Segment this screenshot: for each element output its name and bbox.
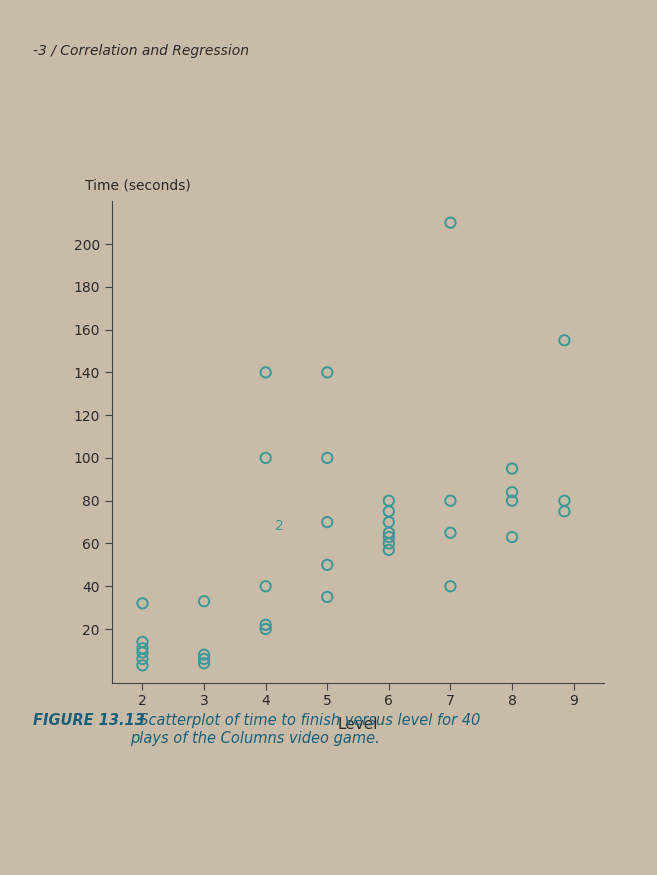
Text: Scatterplot of time to finish versus level for 40
plays of the Columns video gam: Scatterplot of time to finish versus lev…: [130, 713, 480, 746]
Point: [260, 451, 271, 465]
Point: [445, 215, 456, 229]
Point: [322, 515, 332, 529]
Point: [322, 451, 332, 465]
Point: [559, 504, 570, 518]
Point: [507, 530, 517, 544]
Point: [559, 333, 570, 347]
Point: [507, 493, 517, 507]
Point: [137, 641, 148, 655]
Point: [445, 526, 456, 540]
Point: [260, 622, 271, 636]
Point: [199, 656, 210, 670]
Point: [384, 526, 394, 540]
Point: [507, 485, 517, 499]
Point: [260, 579, 271, 593]
Text: -3 / Correlation and Regression: -3 / Correlation and Regression: [33, 44, 249, 58]
Point: [322, 366, 332, 380]
Point: [322, 558, 332, 572]
Point: [199, 648, 210, 662]
Point: [137, 635, 148, 649]
Point: [384, 504, 394, 518]
Point: [199, 594, 210, 608]
Point: [260, 366, 271, 380]
Point: [137, 658, 148, 672]
Point: [260, 618, 271, 632]
Point: [384, 515, 394, 529]
Text: Time (seconds): Time (seconds): [85, 178, 191, 192]
Point: [507, 462, 517, 476]
Point: [137, 597, 148, 611]
Point: [137, 646, 148, 660]
Point: [199, 652, 210, 666]
Point: [559, 493, 570, 507]
Point: [445, 579, 456, 593]
Point: [384, 530, 394, 544]
Text: FIGURE 13.13: FIGURE 13.13: [33, 713, 145, 728]
Point: [322, 590, 332, 604]
Point: [445, 493, 456, 507]
Text: 2: 2: [275, 520, 284, 534]
Point: [137, 652, 148, 666]
X-axis label: Level: Level: [338, 717, 378, 732]
Point: [384, 542, 394, 556]
Point: [384, 493, 394, 507]
Point: [384, 536, 394, 550]
